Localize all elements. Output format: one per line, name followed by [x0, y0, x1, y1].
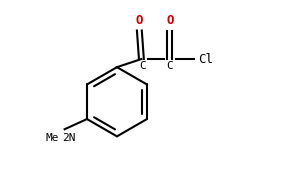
- Text: O: O: [166, 15, 174, 28]
- Text: C: C: [166, 61, 173, 71]
- Text: Cl: Cl: [198, 53, 213, 66]
- Text: O: O: [136, 15, 143, 28]
- Text: Me: Me: [45, 133, 58, 143]
- Text: C: C: [139, 61, 146, 71]
- Text: 2N: 2N: [63, 133, 76, 143]
